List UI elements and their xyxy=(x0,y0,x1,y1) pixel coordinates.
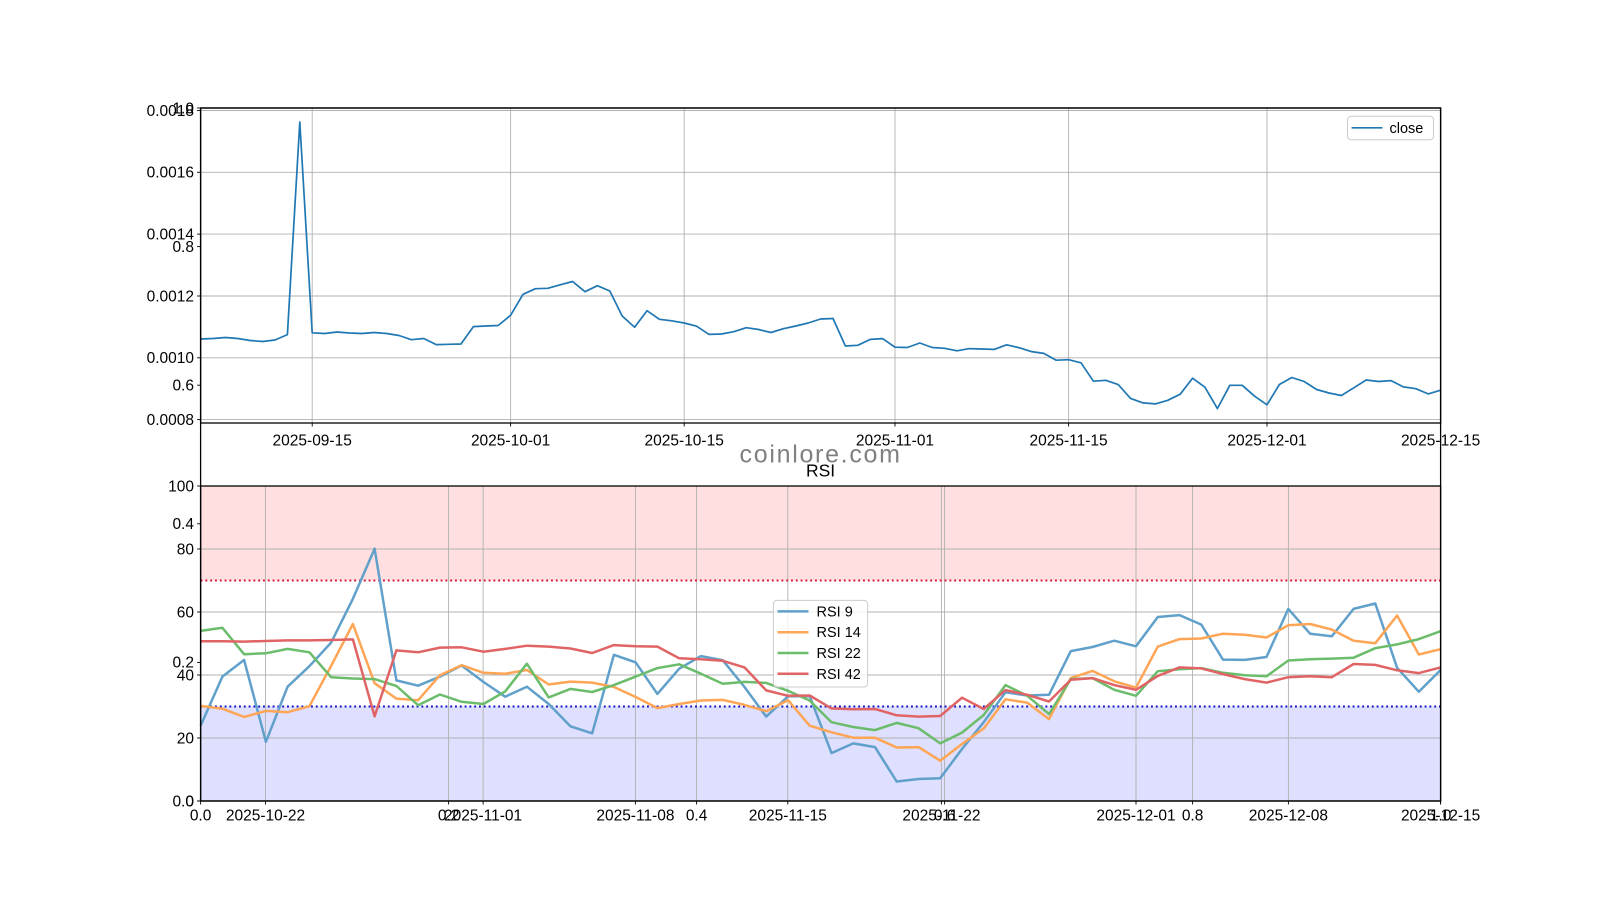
svg-text:80: 80 xyxy=(177,541,195,558)
svg-text:0.0010: 0.0010 xyxy=(147,350,195,367)
svg-text:2025-11-01: 2025-11-01 xyxy=(444,807,522,824)
svg-text:0.0018: 0.0018 xyxy=(147,103,194,120)
svg-text:2025-12-01: 2025-12-01 xyxy=(1227,433,1306,450)
svg-text:coinlore.com: coinlore.com xyxy=(740,440,902,468)
svg-text:2025-11-22: 2025-11-22 xyxy=(902,807,980,824)
svg-text:0.0016: 0.0016 xyxy=(147,165,194,182)
svg-text:2025-12-01: 2025-12-01 xyxy=(1096,807,1175,824)
svg-text:0: 0 xyxy=(185,793,194,810)
svg-text:40: 40 xyxy=(177,667,195,684)
svg-text:0.6: 0.6 xyxy=(172,378,194,395)
svg-text:0.2: 0.2 xyxy=(438,807,460,824)
svg-text:2025-11-15: 2025-11-15 xyxy=(749,807,827,824)
svg-text:2025-11-08: 2025-11-08 xyxy=(596,807,674,824)
svg-text:0.0014: 0.0014 xyxy=(147,226,195,243)
svg-text:2025-12-08: 2025-12-08 xyxy=(1249,807,1328,824)
svg-text:RSI 22: RSI 22 xyxy=(817,646,861,662)
svg-text:2025-09-15: 2025-09-15 xyxy=(273,433,352,450)
svg-text:0.2: 0.2 xyxy=(172,655,194,672)
svg-text:RSI 14: RSI 14 xyxy=(817,625,861,641)
svg-text:60: 60 xyxy=(177,604,195,621)
svg-text:2025-10-01: 2025-10-01 xyxy=(471,433,550,450)
svg-text:0.0008: 0.0008 xyxy=(147,412,194,429)
svg-text:2025-11-01: 2025-11-01 xyxy=(856,433,934,450)
svg-text:RSI 42: RSI 42 xyxy=(817,667,861,683)
svg-text:0.8: 0.8 xyxy=(1182,807,1204,824)
svg-text:0.4: 0.4 xyxy=(686,807,708,824)
svg-text:2025-11-15: 2025-11-15 xyxy=(1030,433,1108,450)
svg-text:RSI: RSI xyxy=(806,461,835,481)
svg-text:100: 100 xyxy=(168,478,194,495)
svg-text:RSI 9: RSI 9 xyxy=(817,604,853,620)
svg-text:1.0: 1.0 xyxy=(1430,807,1452,824)
svg-text:0.4: 0.4 xyxy=(172,516,194,533)
svg-text:0.6: 0.6 xyxy=(934,807,956,824)
svg-text:0.0: 0.0 xyxy=(190,807,212,824)
svg-text:2025-10-22: 2025-10-22 xyxy=(226,807,305,824)
svg-text:20: 20 xyxy=(177,730,195,747)
svg-text:close: close xyxy=(1390,121,1424,137)
svg-text:0.0: 0.0 xyxy=(172,793,194,810)
svg-text:0.0012: 0.0012 xyxy=(147,288,194,305)
svg-text:0.8: 0.8 xyxy=(172,239,194,256)
svg-text:2025-12-15: 2025-12-15 xyxy=(1401,433,1480,450)
svg-text:2025-12-15: 2025-12-15 xyxy=(1401,807,1480,824)
svg-text:2025-10-15: 2025-10-15 xyxy=(645,433,724,450)
svg-text:1.0: 1.0 xyxy=(172,100,194,117)
